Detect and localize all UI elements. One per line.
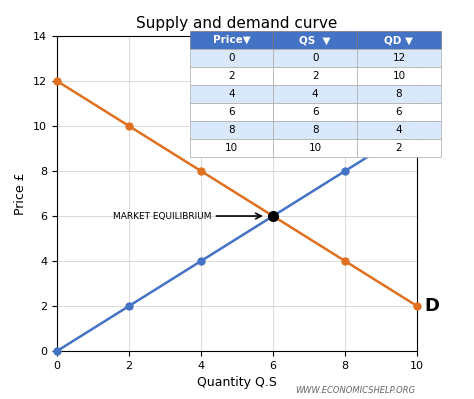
- Text: S: S: [424, 117, 438, 135]
- Text: D: D: [424, 297, 439, 315]
- Text: MARKET EQUILIBRIUM: MARKET EQUILIBRIUM: [113, 211, 211, 221]
- X-axis label: Quantity Q.S: Quantity Q.S: [197, 376, 277, 389]
- Text: WWW.ECONOMICSHELP.ORG: WWW.ECONOMICSHELP.ORG: [295, 386, 416, 395]
- Title: Supply and demand curve: Supply and demand curve: [137, 16, 337, 31]
- Y-axis label: Price £: Price £: [15, 172, 27, 215]
